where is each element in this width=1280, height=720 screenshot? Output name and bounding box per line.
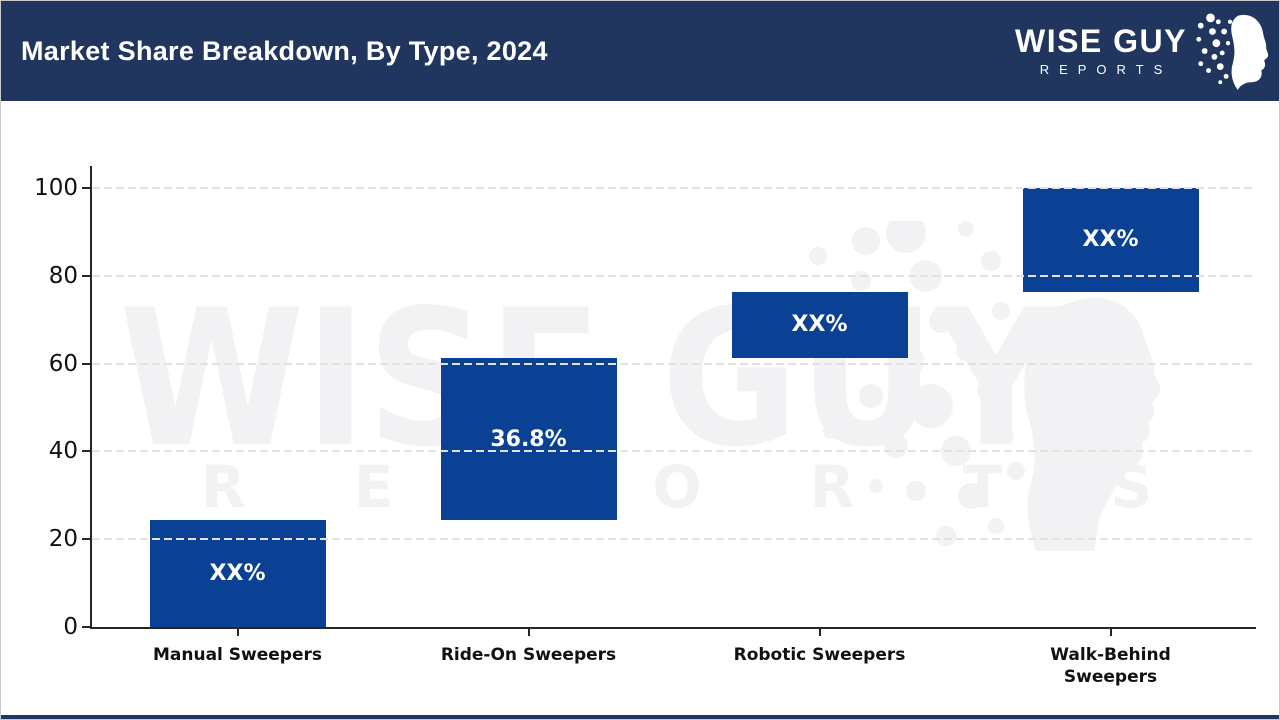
x-category-label: Walk-Behind Sweepers	[1050, 645, 1171, 688]
x-tick-mark	[527, 627, 530, 636]
bar: XX%	[731, 291, 908, 359]
y-gridline	[92, 274, 1256, 277]
x-category-label: Ride-On Sweepers	[440, 645, 617, 665]
header-bar: Market Share Breakdown, By Type, 2024 WI…	[1, 1, 1279, 101]
y-tick-mark	[82, 538, 90, 541]
y-gridline	[92, 187, 1256, 189]
bar-value-label: 36.8%	[490, 426, 567, 452]
y-tick-label: 80	[48, 262, 78, 289]
y-tick-mark	[82, 362, 90, 365]
y-tick-mark	[82, 187, 90, 189]
bar-value-label: XX%	[1082, 227, 1139, 253]
y-tick-label: 20	[48, 526, 78, 553]
bar: XX%	[149, 519, 326, 627]
bar-value-label: XX%	[791, 312, 848, 338]
page-title: Market Share Breakdown, By Type, 2024	[21, 35, 548, 66]
brand-face-icon	[1196, 13, 1269, 91]
y-tick-mark	[82, 626, 90, 628]
plot-area: 0 20 40 60 80 100 XX% Manual Sweepers 36.8% Ride-…	[34, 166, 1256, 687]
x-category-label: Manual Sweepers	[152, 645, 323, 665]
bar: XX%	[1022, 188, 1199, 292]
y-gridline	[92, 450, 1256, 453]
y-gridline	[92, 362, 1256, 365]
chart-canvas: WISE GUY R E P O R T S 0 20 40 60 80 100 XX% Ma…	[1, 101, 1279, 717]
x-tick-mark	[818, 627, 821, 636]
brand-subname: REPORTS	[1039, 61, 1173, 77]
bar: 36.8%	[440, 358, 617, 520]
y-tick-label: 0	[63, 614, 78, 640]
y-gridline	[92, 538, 1256, 541]
brand-logo: WISE GUY REPORTS	[1015, 9, 1269, 93]
y-tick-mark	[82, 450, 90, 453]
footer-bar	[1, 715, 1279, 719]
y-tick-label: 60	[48, 350, 78, 377]
y-tick-label: 40	[48, 438, 78, 465]
y-tick-label: 100	[34, 175, 78, 201]
y-tick-mark	[82, 274, 90, 277]
bar-value-label: XX%	[209, 560, 266, 586]
x-category-label: Robotic Sweepers	[733, 645, 906, 665]
brand-logo-text: WISE GUY REPORTS	[1015, 25, 1187, 77]
x-tick-mark	[1109, 627, 1112, 636]
x-tick-mark	[236, 627, 239, 636]
brand-name: WISE GUY	[1014, 23, 1187, 60]
